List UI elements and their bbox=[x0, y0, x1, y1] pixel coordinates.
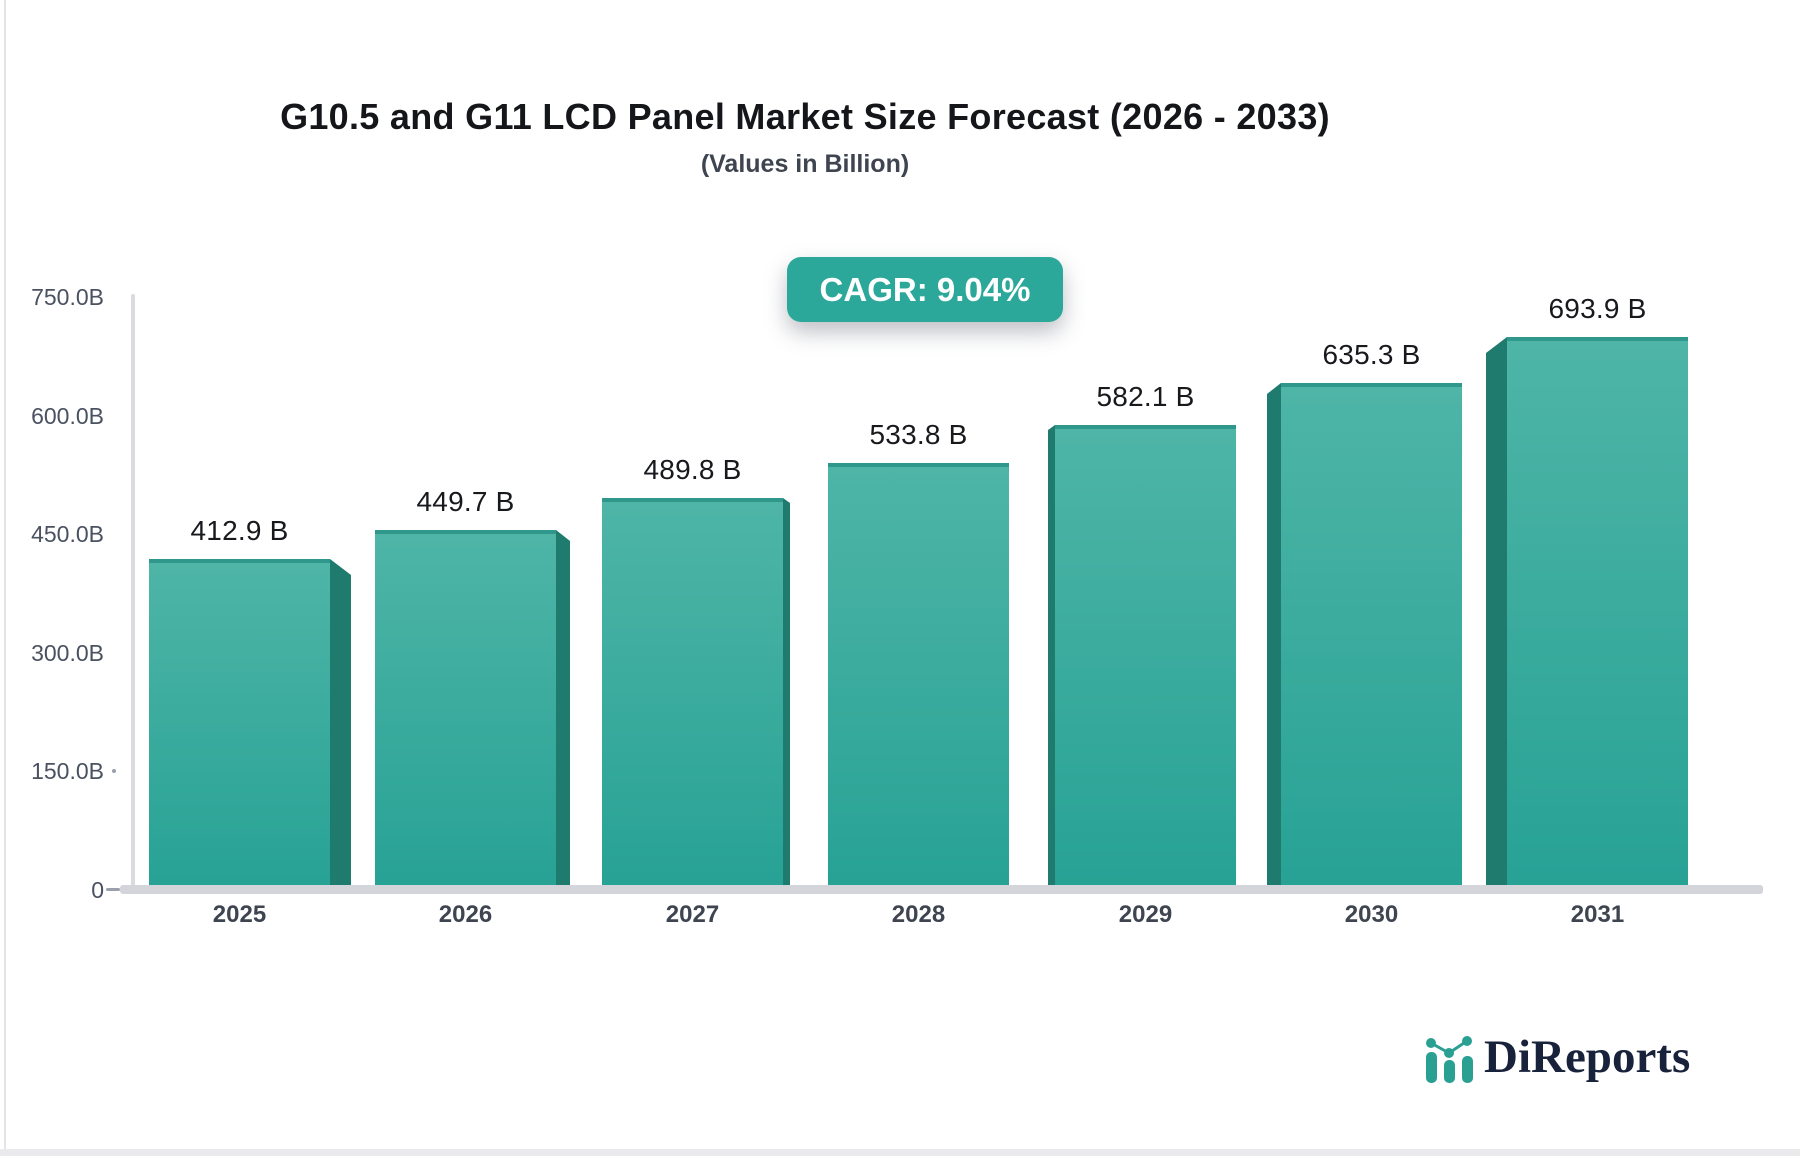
bar-3d-side bbox=[1048, 425, 1055, 885]
bar-3d-side bbox=[330, 559, 351, 885]
bar-value-label: 635.3 B bbox=[1322, 339, 1421, 370]
chart-title: G10.5 and G11 LCD Panel Market Size Fore… bbox=[280, 96, 1330, 137]
y-axis-label: 600.0B bbox=[31, 402, 104, 429]
x-axis-label: 2027 bbox=[665, 901, 720, 928]
bar-value-label: 449.7 B bbox=[416, 486, 515, 517]
bar-2027 bbox=[602, 498, 783, 885]
bar-value-label: 412.9 B bbox=[190, 515, 289, 546]
y-axis-tick bbox=[112, 769, 116, 773]
bar-2030 bbox=[1281, 383, 1462, 885]
bar-value-label: 489.8 B bbox=[643, 454, 742, 485]
bar-3d-side bbox=[556, 530, 570, 885]
brand-name: DiReports bbox=[1484, 1031, 1691, 1083]
x-axis-label: 2030 bbox=[1344, 901, 1399, 928]
page-border-bottom bbox=[0, 1149, 1800, 1156]
bar-2025 bbox=[149, 559, 330, 885]
y-axis-label: 750.0B bbox=[31, 284, 104, 310]
bar-2026 bbox=[375, 530, 556, 885]
bar-value-label: 582.1 B bbox=[1096, 381, 1195, 412]
cagr-badge: CAGR: 9.04% bbox=[787, 257, 1063, 322]
bar-3d-side bbox=[1486, 337, 1507, 885]
y-axis-label: 150.0B bbox=[31, 758, 104, 784]
bar-2031 bbox=[1507, 337, 1688, 885]
bar-3d-side bbox=[783, 498, 790, 885]
y-axis-label: 300.0B bbox=[31, 639, 104, 666]
y-axis-label: 0 bbox=[91, 876, 104, 903]
x-axis-label: 2029 bbox=[1118, 901, 1173, 928]
bar-value-label: 693.9 B bbox=[1548, 293, 1647, 324]
bar-2029 bbox=[1055, 425, 1236, 885]
bar-3d-side bbox=[1267, 383, 1281, 885]
x-axis-baseline bbox=[120, 885, 1763, 894]
x-axis-label: 2026 bbox=[438, 901, 493, 928]
x-axis-label: 2025 bbox=[212, 901, 267, 928]
y-axis-line bbox=[131, 294, 135, 892]
x-axis-label: 2028 bbox=[891, 901, 946, 928]
page-border-left bbox=[4, 0, 6, 1150]
brand-logo: DiReports bbox=[1424, 1028, 1690, 1088]
x-axis-label: 2031 bbox=[1570, 901, 1625, 928]
bar-2028 bbox=[828, 463, 1009, 885]
brand-chart-icon bbox=[1426, 1036, 1473, 1083]
bar-value-label: 533.8 B bbox=[869, 419, 968, 450]
y-axis-tick bbox=[106, 887, 120, 891]
y-axis-label: 450.0B bbox=[31, 521, 104, 547]
chart-subtitle: (Values in Billion) bbox=[700, 150, 910, 178]
